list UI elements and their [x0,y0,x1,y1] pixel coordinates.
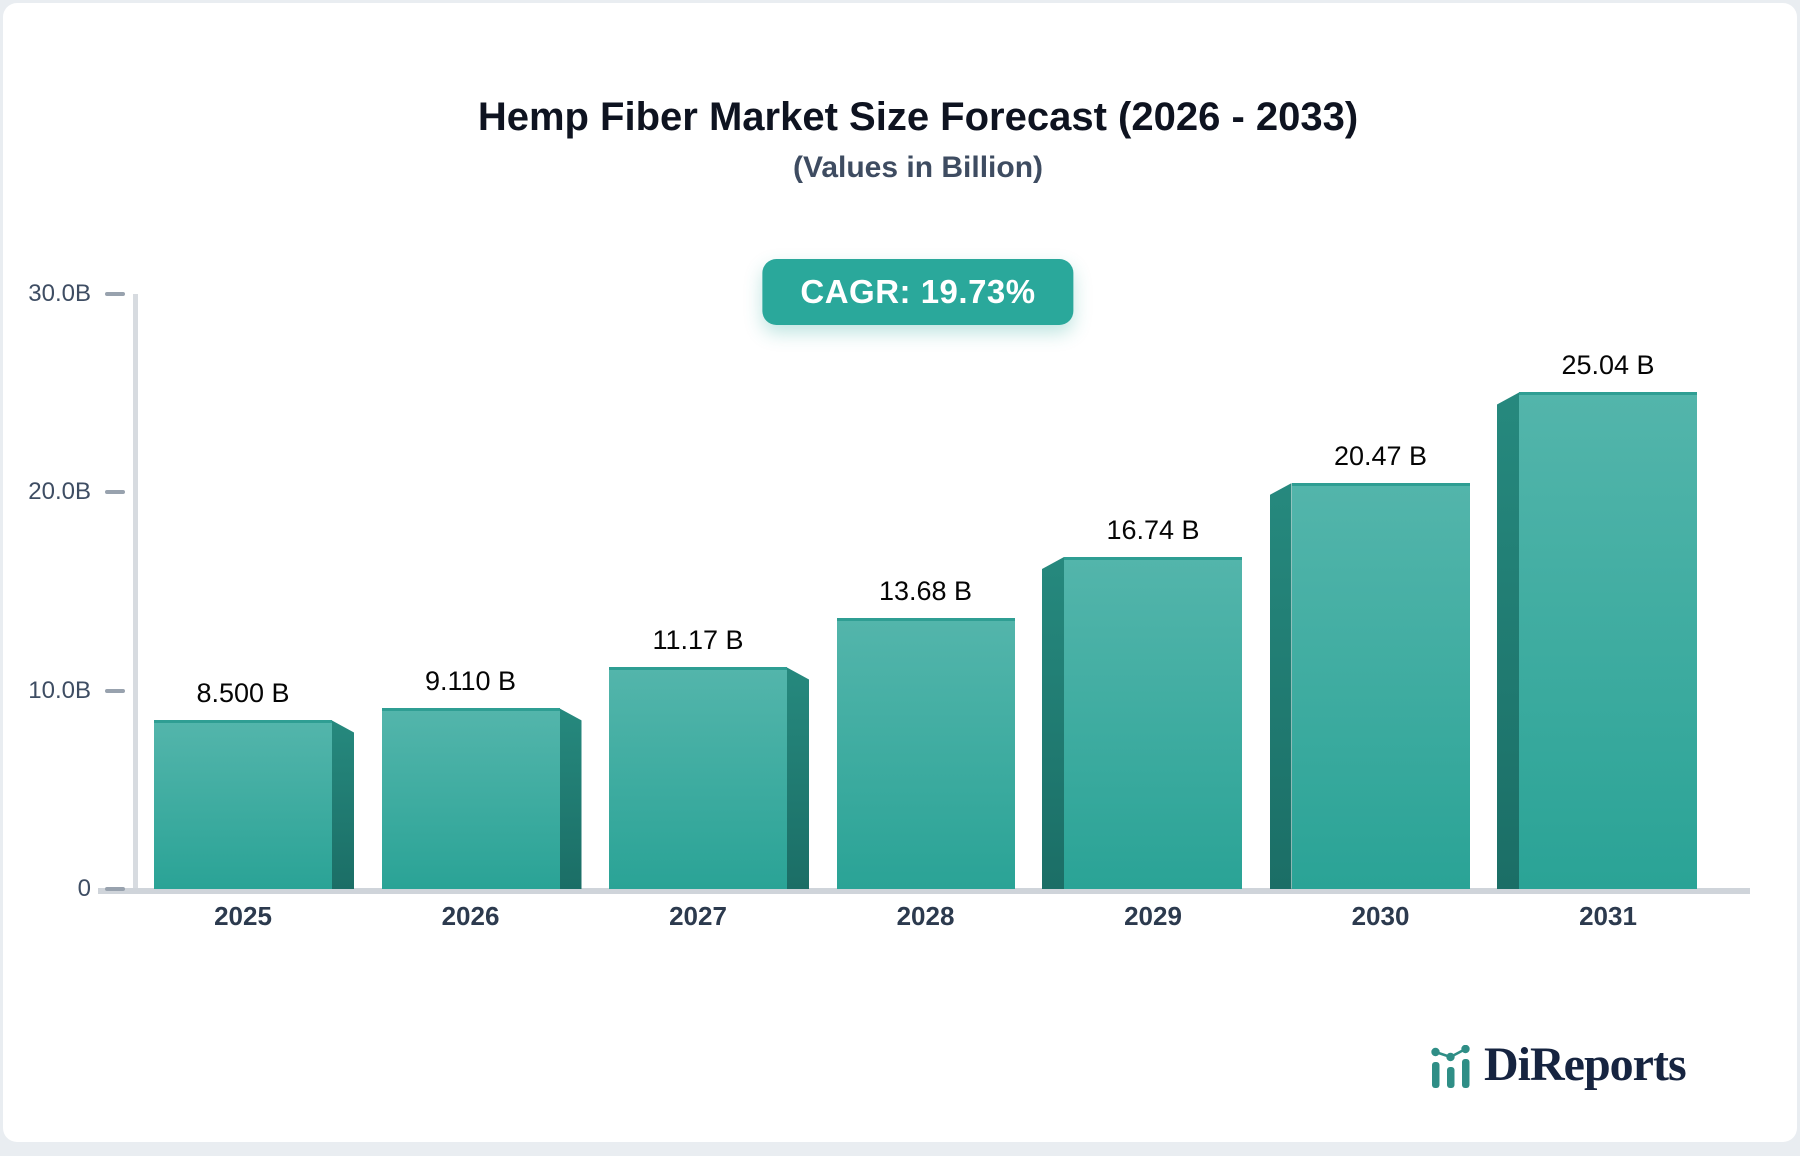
bar-2028 [836,617,1015,889]
bar-value-label: 13.68 B [878,575,973,606]
chart-title: Hemp Fiber Market Size Forecast (2026 - … [477,95,1359,139]
bar-side-face [1269,483,1292,889]
y-axis-line [133,294,138,889]
bar-2026 [381,708,560,889]
cagr-badge: CAGR: 19.73% [762,259,1074,325]
brand-logo-text: DiReports [1484,1038,1687,1091]
bar-value-label: 20.47 B [1333,441,1428,472]
bar-side-face [1497,392,1519,889]
x-axis-label: 2028 [896,901,955,931]
chart-card: Hemp Fiber Market Size Forecast (2026 - … [3,3,1797,1142]
y-tick-mark [105,490,125,495]
bar-2027 [609,667,787,889]
brand-logo-icon [1431,1045,1470,1088]
bar-value-label: 11.17 B [652,625,744,656]
x-axis-baseline [98,888,1750,894]
x-axis-label: 2031 [1579,901,1637,931]
x-axis-label: 2030 [1351,901,1410,931]
x-axis-label: 2026 [441,901,500,931]
y-tick-label: 0 [77,875,91,902]
bar-side-face [1042,557,1064,889]
chart-subtitle: (Values in Billion) [792,151,1044,184]
brand-logo: DiReports [1428,1038,1687,1091]
bar-2031 [1519,392,1697,889]
bar-value-label: 9.110 B [424,666,517,697]
y-tick-label: 10.0B [28,676,91,704]
y-tick-mark [105,688,125,693]
bar-value-label: 8.500 B [196,678,290,709]
x-axis-label: 2029 [1124,901,1182,931]
bar-2029 [1064,557,1242,889]
bar-side-face [787,667,809,889]
y-tick-label: 30.0B [28,280,91,308]
bar-2025 [154,720,332,889]
bar-side-face [332,720,354,889]
bar-2030 [1291,483,1470,889]
x-axis-label: 2027 [669,901,727,931]
bar-value-label: 16.74 B [1106,515,1200,546]
y-tick-mark [105,887,125,891]
y-tick-mark [105,292,125,297]
y-tick-label: 20.0B [28,478,91,506]
bar-side-face [559,708,582,889]
x-axis-label: 2025 [214,901,272,931]
bar-value-label: 25.04 B [1561,350,1655,381]
